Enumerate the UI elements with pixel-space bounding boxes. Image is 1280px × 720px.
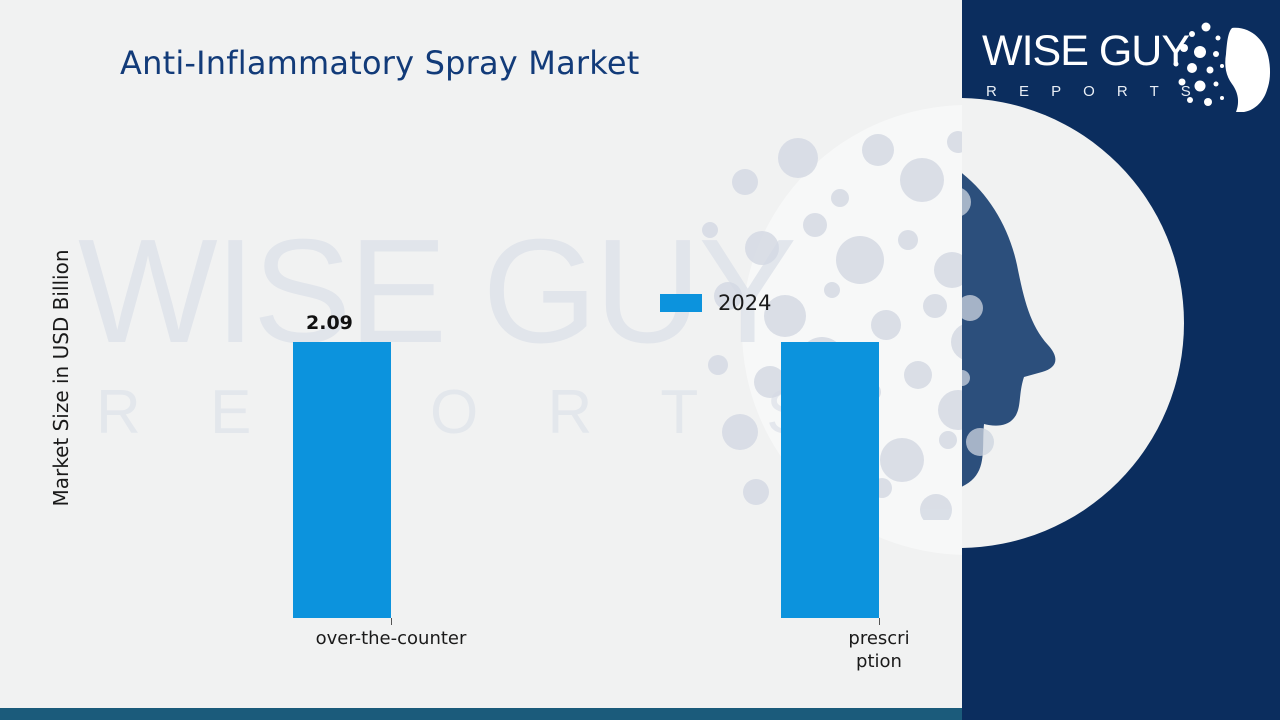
bar-value-label-1: 2.09 [306, 312, 353, 334]
bar-prescription[interactable] [781, 342, 879, 618]
brand-logo: WISE GUY R E P O R T S [982, 22, 1271, 116]
legend-label-2024: 2024 [718, 291, 772, 315]
category-label-line-1: prescri [848, 628, 910, 649]
category-label-prescription: prescri ption [824, 627, 934, 673]
footer-accent-bar [0, 708, 962, 720]
category-label-line-2: ption [856, 651, 902, 673]
logo-secondary-text: R E P O R T S [986, 83, 1200, 100]
page-title: Anti-Inflammatory Spray Market [120, 44, 640, 82]
logo-primary-text: WISE GUY [982, 27, 1190, 75]
category-label-over-the-counter: over-the-counter [315, 628, 467, 649]
legend-swatch-2024 [660, 294, 702, 312]
axis-tick-1 [391, 618, 392, 625]
y-axis-label: Market Size in USD Billion [49, 249, 73, 507]
axis-tick-2 [879, 618, 880, 625]
brand-side-panel [962, 0, 1280, 720]
logo-head-icon [1173, 22, 1271, 113]
head-silhouette-icon [962, 173, 1056, 487]
chart-legend[interactable]: 2024 [660, 291, 771, 315]
plot-area: Market Size in USD Billion 2.09 over-the… [49, 249, 934, 673]
panel-dot-pattern [962, 188, 994, 456]
bar-over-the-counter[interactable] [293, 342, 391, 618]
